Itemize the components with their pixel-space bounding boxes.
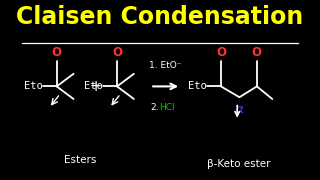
Text: Esters: Esters [64,155,96,165]
Text: Eto: Eto [84,81,103,91]
Text: $\alpha$: $\alpha$ [235,103,244,116]
Text: O: O [216,46,226,58]
Text: +: + [89,79,101,94]
Text: Claisen Condensation: Claisen Condensation [16,5,304,29]
Text: O: O [252,46,262,58]
Text: O: O [52,46,62,58]
Text: Eto: Eto [188,81,207,91]
Text: 2.: 2. [150,103,159,112]
Text: O: O [112,46,122,58]
Text: β-Keto ester: β-Keto ester [207,159,270,169]
Text: HCl: HCl [159,103,175,112]
Text: 1. EtO⁻: 1. EtO⁻ [149,61,182,70]
Text: Eto: Eto [24,81,43,91]
